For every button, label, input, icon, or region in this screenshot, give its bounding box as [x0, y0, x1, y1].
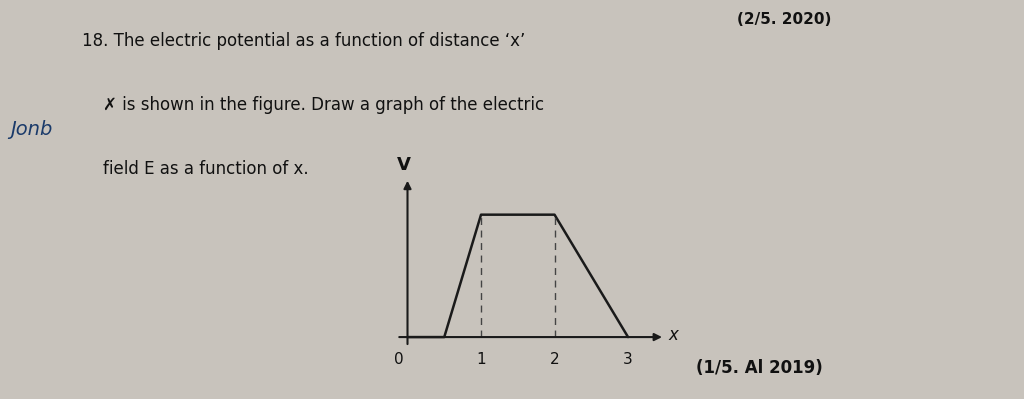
Text: field E as a function of x.: field E as a function of x.	[82, 160, 308, 178]
Text: (2/5. 2020): (2/5. 2020)	[737, 12, 831, 27]
Text: (1/5. Al 2019): (1/5. Al 2019)	[696, 359, 823, 377]
Text: x: x	[669, 326, 678, 344]
Text: 3: 3	[624, 352, 633, 367]
Text: 0: 0	[394, 352, 403, 367]
Text: 2: 2	[550, 352, 559, 367]
Text: Jonb: Jonb	[10, 120, 52, 139]
Text: 18. The electric potential as a function of distance ‘x’: 18. The electric potential as a function…	[82, 32, 525, 50]
Text: ✗ is shown in the figure. Draw a graph of the electric: ✗ is shown in the figure. Draw a graph o…	[82, 96, 544, 114]
Text: V: V	[397, 156, 411, 174]
Text: 1: 1	[476, 352, 485, 367]
